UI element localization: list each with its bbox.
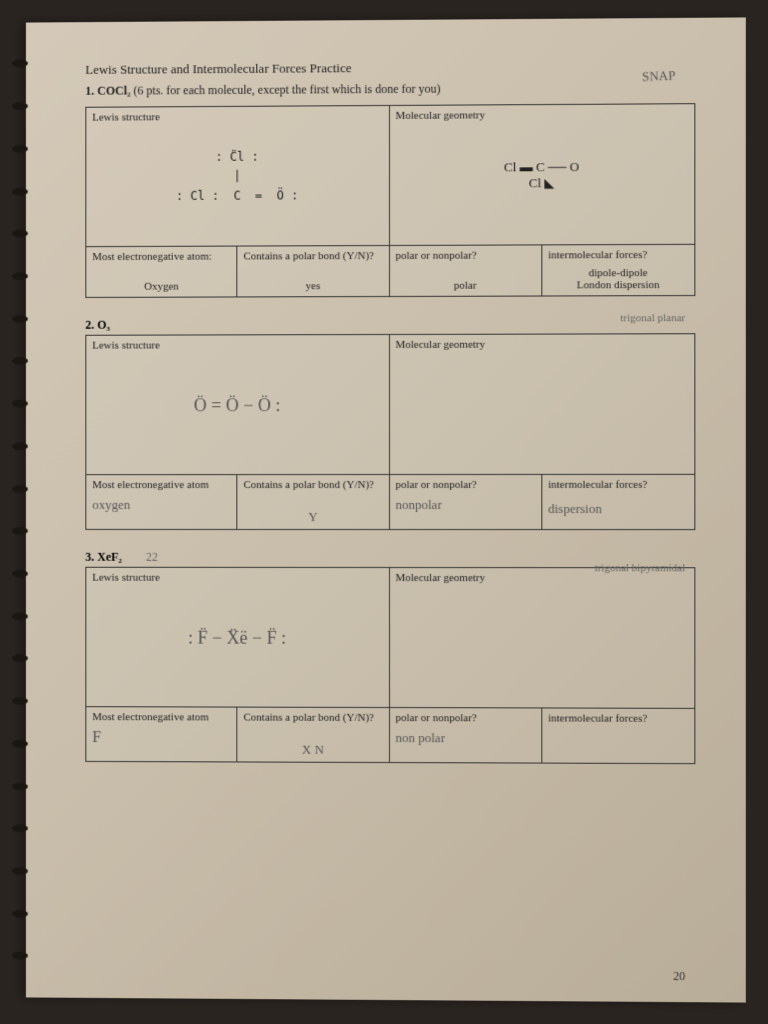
q3-lewis-hand: : F̈ − Ẍë − F̈ : (92, 588, 382, 688)
polarbond-label-3: Contains a polar bond (Y/N)? (244, 712, 383, 724)
q2-polarbond-ans: Y (244, 491, 383, 525)
q1-lewis-cell: Lewis structure : C̈l : | : Cl : C = Ö : (86, 105, 389, 246)
geom-label: Molecular geometry (396, 108, 689, 122)
q2-margin-note: trigonal planar (620, 312, 685, 324)
q2-polarity-cell: polar or nonpolar? nonpolar (389, 474, 542, 529)
q1-polarity-cell: polar or nonpolar? polar (389, 245, 542, 297)
q2-imf-ans: dispersion (548, 491, 688, 517)
q2-geom-cell: Molecular geometry (389, 334, 695, 475)
worksheet-page: SNAP Lewis Structure and Intermolecular … (26, 17, 746, 1002)
q1-polarbond-ans: yes (244, 262, 383, 292)
page-number: 20 (673, 969, 685, 984)
q3-electroneg-ans: F (92, 723, 230, 747)
q2-label: 2. O₃ (85, 318, 110, 333)
geom-label-2: Molecular geometry (396, 338, 689, 351)
q2-lewis-cell: Lewis structure Ö = Ö − Ö : (86, 334, 389, 474)
polarity-label: polar or nonpolar? (396, 249, 536, 262)
lewis-label-3: Lewis structure (92, 572, 382, 584)
q2-polarbond-cell: Contains a polar bond (Y/N)? Y (237, 474, 389, 529)
q3-header: 3. XeF₂ 22 trigonal bipyramidal (85, 548, 695, 567)
q3-polarity-cell: polar or nonpolar? non polar (389, 708, 542, 764)
polarbond-label: Contains a polar bond (Y/N)? (244, 250, 383, 263)
q2-electroneg-ans: oxygen (92, 491, 230, 513)
electroneg-label: Most electronegative atom: (92, 251, 230, 263)
q1-electroneg-cell: Most electronegative atom: Oxygen (86, 246, 237, 297)
q1-polarity-ans: polar (396, 261, 536, 292)
q1-electroneg-ans: Oxygen (92, 263, 230, 293)
q2-polarity-ans: nonpolar (396, 491, 536, 513)
q3-polarity-ans: non polar (396, 724, 536, 746)
q3-geom-cell: Molecular geometry (389, 568, 695, 709)
q3-electroneg-cell: Most electronegative atom F (86, 707, 237, 762)
q2-table: Lewis structure Ö = Ö − Ö : Molecular ge… (85, 333, 695, 530)
handwritten-snap: SNAP (641, 68, 675, 85)
q2-electroneg-cell: Most electronegative atom oxygen (86, 475, 237, 530)
q3-label: 3. XeF₂ (85, 550, 122, 565)
q3-table: Lewis structure : F̈ − Ẍë − F̈ : Molecul… (85, 567, 695, 764)
q3-count-note: 22 (146, 550, 158, 564)
polarity-label-2: polar or nonpolar? (396, 479, 536, 491)
q1-polarbond-cell: Contains a polar bond (Y/N)? yes (237, 245, 389, 296)
lewis-label-2: Lewis structure (92, 339, 382, 352)
polarbond-label-2: Contains a polar bond (Y/N)? (244, 479, 383, 491)
q1-table: Lewis structure : C̈l : | : Cl : C = Ö :… (85, 103, 695, 298)
q2-imf-cell: intermolecular forces? dispersion (542, 474, 695, 529)
q3-imf-cell: intermolecular forces? (542, 708, 695, 764)
q1-instructions: (6 pts. for each molecule, except the fi… (134, 82, 441, 98)
imf-label-3: intermolecular forces? (548, 712, 688, 724)
imf-label-2: intermolecular forces? (548, 479, 688, 491)
q1-imf-ans: dipole-dipole London dispersion (548, 261, 688, 292)
q3-polarbond-cell: Contains a polar bond (Y/N)? X N (237, 707, 389, 762)
question-1-line: 1. COCl₂ (6 pts. for each molecule, exce… (85, 80, 695, 99)
q2-header: 2. O₃ trigonal planar (85, 314, 695, 335)
q1-label: 1. COCl₂ (85, 84, 130, 98)
q3-polarbond-ans: X N (244, 724, 383, 758)
q3-lewis-cell: Lewis structure : F̈ − Ẍë − F̈ : (86, 567, 389, 707)
worksheet-title: Lewis Structure and Intermolecular Force… (85, 58, 695, 78)
q1-imf-cell: intermolecular forces? dipole-dipole Lon… (542, 244, 695, 296)
q1-geom-diagram: Cl ▬ C ── O Cl ◣ (396, 124, 689, 226)
electroneg-label-3: Most electronegative atom (92, 711, 230, 723)
q2-lewis-hand: Ö = Ö − Ö : (92, 355, 382, 455)
imf-label: intermolecular forces? (548, 249, 688, 262)
q1-geom-cell: Molecular geometry Cl ▬ C ── O Cl ◣ (389, 104, 695, 246)
q1-lewis-diagram: : C̈l : | : Cl : C = Ö : (92, 126, 382, 227)
electroneg-label-2: Most electronegative atom (92, 479, 230, 491)
lewis-label: Lewis structure (92, 110, 382, 124)
q3-margin-note: trigonal bipyramidal (594, 562, 685, 574)
polarity-label-3: polar or nonpolar? (396, 712, 536, 724)
spiral-binding (12, 23, 30, 998)
